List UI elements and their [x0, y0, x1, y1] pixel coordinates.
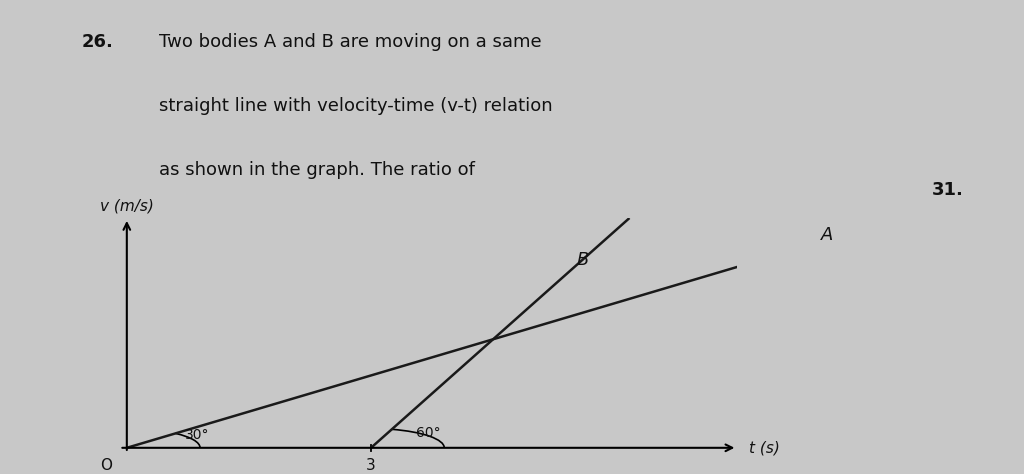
Text: O: O: [100, 458, 113, 473]
Text: v (m/s): v (m/s): [100, 198, 154, 213]
Text: 3: 3: [367, 458, 376, 473]
Text: B: B: [577, 251, 589, 269]
Text: straight line with velocity-time (v-t) relation: straight line with velocity-time (v-t) r…: [159, 97, 552, 115]
Text: 26.: 26.: [82, 33, 114, 51]
Text: A: A: [821, 226, 834, 244]
Text: 31.: 31.: [932, 181, 964, 199]
Text: 60°: 60°: [416, 426, 440, 440]
Text: t (s): t (s): [750, 440, 780, 456]
Text: as shown in the graph. The ratio of: as shown in the graph. The ratio of: [159, 161, 474, 179]
Text: accelerations of A and B is: accelerations of A and B is: [159, 225, 398, 243]
Text: 30°: 30°: [185, 428, 210, 442]
Text: Two bodies A and B are moving on a same: Two bodies A and B are moving on a same: [159, 33, 542, 51]
